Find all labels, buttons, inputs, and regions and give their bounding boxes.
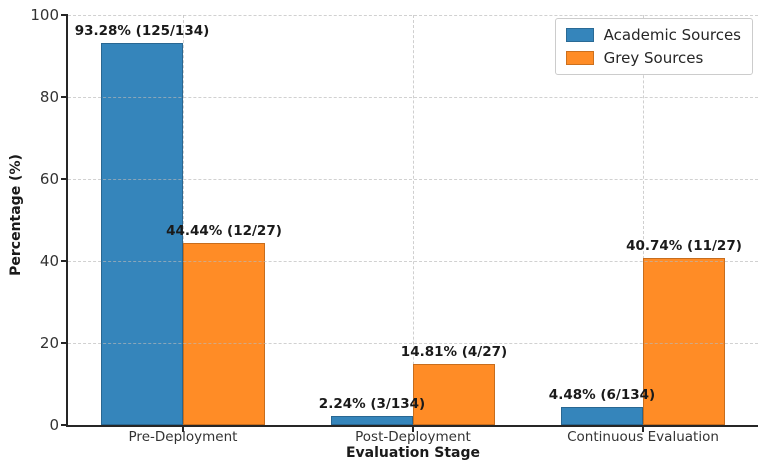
y-tick-mark	[61, 178, 68, 180]
y-tick-mark	[61, 424, 68, 426]
x-tick-label-continuous-evaluation: Continuous Evaluation	[567, 429, 719, 445]
bar-academic-sources-pre-deployment	[101, 42, 183, 425]
x-tick-label-pre-deployment: Pre-Deployment	[128, 429, 238, 445]
y-tick-label: 60	[39, 170, 59, 188]
y-tick-mark	[61, 342, 68, 344]
x-tick-mark	[182, 427, 184, 432]
y-tick-label: 0	[49, 416, 59, 434]
plot-area: Academic Sources Grey Sources 93.28% (125…	[66, 14, 758, 432]
horizontal-gridline	[68, 342, 758, 344]
horizontal-gridline	[68, 96, 758, 98]
legend-label: Academic Sources	[603, 26, 741, 44]
legend-item-academic-sources: Academic Sources	[565, 26, 741, 44]
bar-value-label: 14.81% (4/27)	[400, 344, 508, 361]
y-tick-label: 100	[30, 6, 59, 24]
x-tick-mark	[642, 427, 644, 432]
x-axis-spine	[66, 425, 758, 427]
bar-value-label: 4.48% (6/134)	[548, 386, 656, 403]
legend-swatch-icon	[565, 28, 594, 42]
horizontal-gridline	[68, 178, 758, 180]
y-tick-mark	[61, 260, 68, 262]
bar-value-label: 40.74% (11/27)	[626, 237, 742, 254]
bar-grey-sources-post-deployment	[413, 364, 495, 425]
vertical-gridline	[412, 15, 414, 425]
bar-value-label: 44.44% (12/27)	[166, 222, 282, 239]
horizontal-gridline	[68, 260, 758, 262]
y-axis-spine	[66, 15, 68, 427]
y-tick-mark	[61, 14, 68, 16]
bar-grey-sources-continuous-evaluation	[643, 257, 725, 425]
legend: Academic Sources Grey Sources	[554, 18, 753, 75]
bar-grey-sources-pre-deployment	[183, 242, 265, 425]
legend-swatch-icon	[565, 51, 594, 65]
bar-value-label: 2.24% (3/134)	[318, 395, 426, 412]
y-tick-mark	[61, 96, 68, 98]
horizontal-gridline	[68, 14, 758, 16]
bar-academic-sources-continuous-evaluation	[561, 406, 643, 425]
legend-item-grey-sources: Grey Sources	[565, 49, 741, 67]
x-tick-label-post-deployment: Post-Deployment	[355, 429, 471, 445]
x-axis-title: Evaluation Stage	[345, 445, 481, 461]
y-tick-label: 40	[39, 252, 59, 270]
y-tick-label: 80	[39, 88, 59, 106]
vertical-gridline	[642, 15, 644, 425]
vertical-gridline	[182, 15, 184, 425]
legend-label: Grey Sources	[603, 49, 704, 67]
x-tick-mark	[412, 427, 414, 432]
y-tick-label: 20	[39, 334, 59, 352]
bar-academic-sources-post-deployment	[331, 415, 413, 425]
bar-value-label: 93.28% (125/134)	[74, 22, 210, 39]
